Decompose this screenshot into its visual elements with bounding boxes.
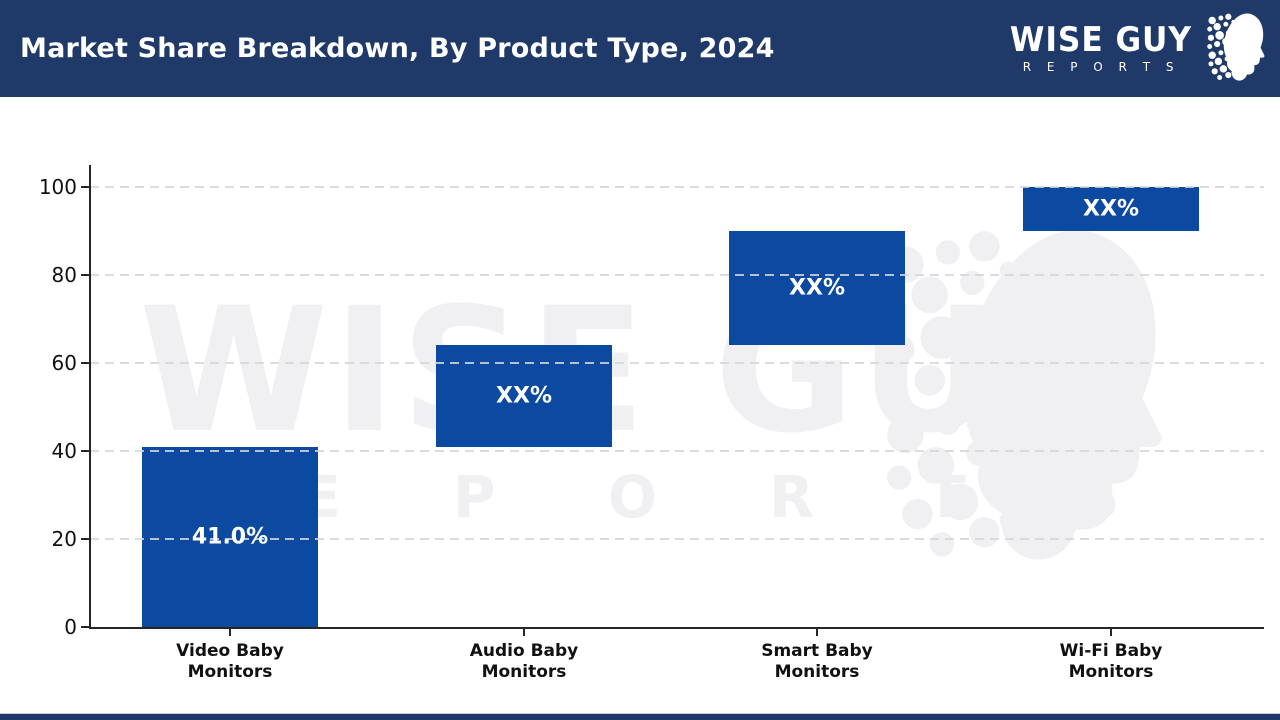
x-category-label: Video Baby Monitors (100, 641, 360, 684)
gridline (90, 186, 1264, 188)
bar (729, 231, 905, 346)
gridline (90, 362, 1264, 364)
x-category-label: Smart Baby Monitors (687, 641, 947, 684)
x-tick-mark (523, 629, 525, 636)
footer-bar (0, 713, 1280, 720)
y-tick-mark (81, 362, 89, 364)
x-category-label-line: Monitors (1068, 662, 1154, 683)
logo-subtitle: R E P O R T S (1022, 60, 1180, 74)
y-tick-mark (81, 450, 89, 452)
x-category-label-line: Wi-Fi Baby (1059, 641, 1163, 661)
logo-text: WISE GUY R E P O R T S (1002, 23, 1200, 74)
y-tick-mark (81, 186, 89, 188)
x-category-label-line: Monitors (481, 662, 567, 683)
y-axis-spine (89, 165, 91, 629)
y-tick-label: 60 (51, 351, 77, 375)
page-title: Market Share Breakdown, By Product Type,… (20, 33, 775, 64)
y-tick-mark (81, 538, 89, 540)
logo-wordmark: WISE GUY (1010, 20, 1193, 60)
bar-value-label: 41.0% (191, 524, 269, 550)
y-tick-mark (81, 626, 89, 628)
wiseguy-logo: WISE GUY R E P O R T S (1002, 0, 1268, 97)
x-axis-spine (89, 627, 1264, 629)
x-category-label-line: Audio Baby (469, 641, 579, 661)
y-tick-label: 80 (51, 263, 77, 287)
x-tick-mark (1110, 629, 1112, 636)
x-category-label-line: Monitors (187, 662, 273, 683)
x-category-label-line: Smart Baby (761, 641, 873, 661)
header: Market Share Breakdown, By Product Type,… (0, 0, 1280, 97)
y-tick-label: 20 (51, 527, 77, 551)
bar-value-label: XX% (1083, 196, 1139, 222)
x-category-label: Wi-Fi Baby Monitors (981, 641, 1241, 684)
bar-value-label: XX% (496, 383, 552, 409)
y-tick-mark (81, 274, 89, 276)
gridline (90, 450, 1264, 452)
watermark-head-profile-dots-icon (881, 230, 1162, 560)
x-category-label: Audio Baby Monitors (394, 641, 654, 684)
x-category-label-line: Video Baby (176, 641, 284, 661)
y-tick-label: 0 (64, 615, 77, 639)
y-tick-label: 100 (38, 175, 77, 199)
y-tick-label: 40 (51, 439, 77, 463)
x-category-label-line: Monitors (774, 662, 860, 683)
plot-area: WISE GUY R E P O R T S 0 20 40 60 80 100 41.0… (0, 97, 1280, 716)
x-tick-mark (229, 629, 231, 636)
gridline (90, 538, 1264, 540)
bar (142, 446, 318, 627)
gridline (90, 274, 1264, 276)
bar-value-label: XX% (789, 275, 845, 301)
x-tick-mark (816, 629, 818, 636)
bar (1023, 187, 1199, 231)
head-profile-dots-icon (1207, 12, 1265, 81)
